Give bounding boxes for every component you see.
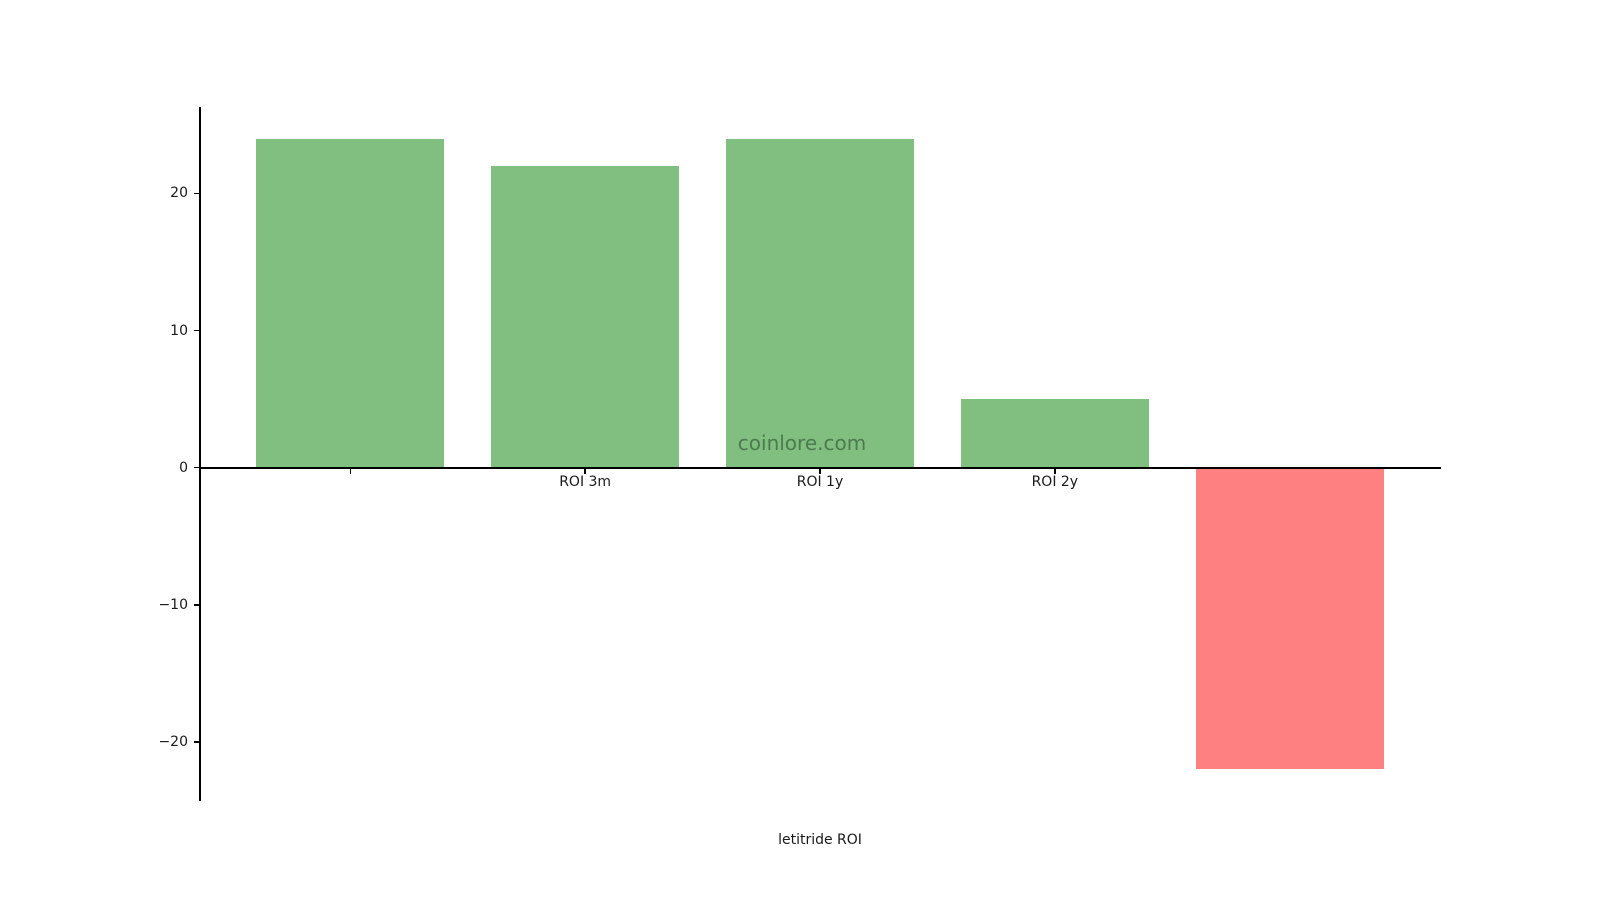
- bar-roi-3m: [491, 165, 680, 468]
- y-tick-label: 20: [170, 185, 188, 202]
- y-tick-mark: [194, 466, 200, 469]
- x-axis-line: [199, 467, 1441, 469]
- y-axis-line: [199, 107, 201, 801]
- y-tick-label: 0: [179, 459, 188, 476]
- y-tick-label: 10: [170, 322, 188, 339]
- y-tick-mark: [194, 604, 200, 606]
- x-tick-mark: [819, 468, 821, 474]
- x-tick-mark: [1054, 468, 1056, 474]
- y-tick-mark: [194, 192, 200, 195]
- chart-title: letitride ROI: [778, 832, 862, 848]
- x-tick-label: ROI 1y: [796, 473, 844, 490]
- x-tick-label: ROI 3m: [559, 473, 612, 490]
- x-tick-mark: [584, 468, 586, 474]
- bar-roi-2y: [960, 399, 1149, 468]
- bar-roi-1y: [726, 138, 914, 468]
- y-tick-label: −10: [158, 596, 188, 613]
- y-tick-mark: [194, 741, 200, 743]
- bar-category-0: [256, 138, 445, 468]
- watermark: coinlore.com: [737, 431, 867, 455]
- x-tick-label: ROI 2y: [1031, 473, 1079, 490]
- y-tick-label: −20: [158, 734, 188, 751]
- x-tick-mark: [349, 468, 352, 474]
- y-tick-mark: [194, 329, 200, 332]
- bar-category-4: [1195, 467, 1384, 770]
